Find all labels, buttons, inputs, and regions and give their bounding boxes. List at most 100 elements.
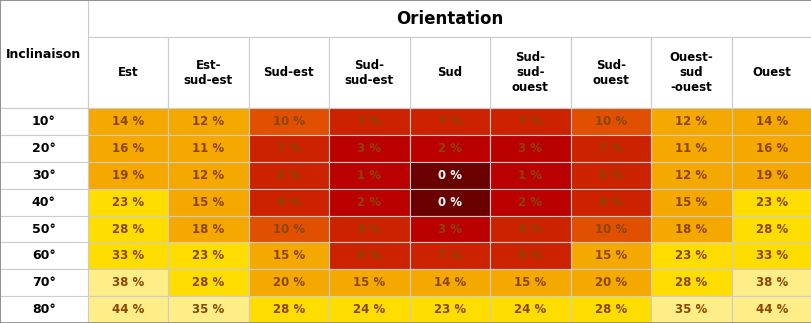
Text: 70°: 70°	[32, 276, 56, 289]
Text: 15 %: 15 %	[353, 276, 385, 289]
Text: 3 %: 3 %	[357, 142, 381, 155]
Bar	[490, 162, 570, 189]
Bar	[248, 108, 328, 135]
Text: 1 %: 1 %	[517, 169, 542, 182]
Text: 0 %: 0 %	[437, 169, 461, 182]
Text: 15 %: 15 %	[272, 249, 305, 262]
Text: 28 %: 28 %	[192, 276, 225, 289]
Text: Sud-est: Sud-est	[264, 66, 314, 79]
Bar	[328, 216, 409, 243]
Text: 14 %: 14 %	[433, 276, 466, 289]
Text: 50°: 50°	[32, 223, 56, 235]
Bar	[490, 108, 570, 135]
Text: 19 %: 19 %	[755, 169, 787, 182]
Text: Sud: Sud	[437, 66, 461, 79]
Text: 12 %: 12 %	[675, 169, 706, 182]
Bar	[168, 216, 248, 243]
Text: 18 %: 18 %	[674, 223, 706, 235]
Bar	[731, 37, 811, 108]
Bar	[168, 189, 248, 216]
Bar	[328, 189, 409, 216]
Text: 9 %: 9 %	[598, 196, 622, 209]
Bar	[409, 189, 490, 216]
Bar	[0, 189, 88, 216]
Text: 19 %: 19 %	[112, 169, 144, 182]
Text: 38 %: 38 %	[755, 276, 787, 289]
Bar	[88, 135, 168, 162]
Text: 20°: 20°	[32, 142, 56, 155]
Bar	[88, 162, 168, 189]
Bar	[731, 216, 811, 243]
Text: 38 %: 38 %	[112, 276, 144, 289]
Bar	[248, 216, 328, 243]
Bar	[168, 37, 248, 108]
Text: 28 %: 28 %	[594, 303, 626, 316]
Bar	[490, 37, 570, 108]
Bar	[328, 269, 409, 296]
Text: 14 %: 14 %	[755, 115, 787, 128]
Bar	[731, 269, 811, 296]
Bar	[650, 243, 731, 269]
Text: 40°: 40°	[32, 196, 56, 209]
Bar	[0, 269, 88, 296]
Text: 11 %: 11 %	[675, 142, 706, 155]
Bar	[0, 296, 88, 323]
Bar	[650, 269, 731, 296]
Bar	[731, 243, 811, 269]
Text: 23 %: 23 %	[675, 249, 706, 262]
Text: 30°: 30°	[32, 169, 56, 182]
Text: 10 %: 10 %	[594, 223, 626, 235]
Text: 1 %: 1 %	[357, 169, 381, 182]
Text: 10 %: 10 %	[272, 115, 305, 128]
Bar	[409, 162, 490, 189]
Bar	[409, 135, 490, 162]
Text: 28 %: 28 %	[674, 276, 706, 289]
Text: 16 %: 16 %	[755, 142, 787, 155]
Text: 9 %: 9 %	[277, 196, 301, 209]
Text: 80°: 80°	[32, 303, 56, 316]
Text: Sud-
ouest: Sud- ouest	[592, 59, 629, 87]
Bar	[490, 296, 570, 323]
Text: Ouest: Ouest	[752, 66, 790, 79]
Bar	[0, 0, 88, 108]
Text: 7 %: 7 %	[357, 115, 381, 128]
Bar	[168, 135, 248, 162]
Text: 7 %: 7 %	[517, 115, 542, 128]
Bar	[731, 162, 811, 189]
Text: 24 %: 24 %	[513, 303, 546, 316]
Bar	[248, 296, 328, 323]
Bar	[650, 108, 731, 135]
Text: 10 %: 10 %	[272, 223, 305, 235]
Text: 11 %: 11 %	[192, 142, 224, 155]
Bar	[328, 162, 409, 189]
Text: 12 %: 12 %	[675, 115, 706, 128]
Bar	[731, 108, 811, 135]
Bar	[650, 189, 731, 216]
Text: 23 %: 23 %	[192, 249, 224, 262]
Text: 6 %: 6 %	[277, 169, 301, 182]
Text: 15 %: 15 %	[674, 196, 706, 209]
Bar	[570, 135, 650, 162]
Text: 33 %: 33 %	[112, 249, 144, 262]
Bar	[650, 162, 731, 189]
Text: Inclinaison: Inclinaison	[6, 47, 81, 61]
Text: 3 %: 3 %	[517, 142, 542, 155]
Bar	[0, 135, 88, 162]
Bar	[248, 189, 328, 216]
Text: Est: Est	[118, 66, 138, 79]
Bar	[650, 216, 731, 243]
Bar	[168, 296, 248, 323]
Bar	[490, 216, 570, 243]
Bar	[248, 162, 328, 189]
Bar	[731, 135, 811, 162]
Bar	[168, 108, 248, 135]
Bar	[731, 296, 811, 323]
Text: 4 %: 4 %	[357, 223, 381, 235]
Bar	[0, 108, 88, 135]
Text: 16 %: 16 %	[112, 142, 144, 155]
Text: Sud-
sud-est: Sud- sud-est	[345, 59, 393, 87]
Text: 6 %: 6 %	[598, 169, 622, 182]
Bar	[168, 269, 248, 296]
Text: 2 %: 2 %	[357, 196, 381, 209]
Text: 28 %: 28 %	[112, 223, 144, 235]
